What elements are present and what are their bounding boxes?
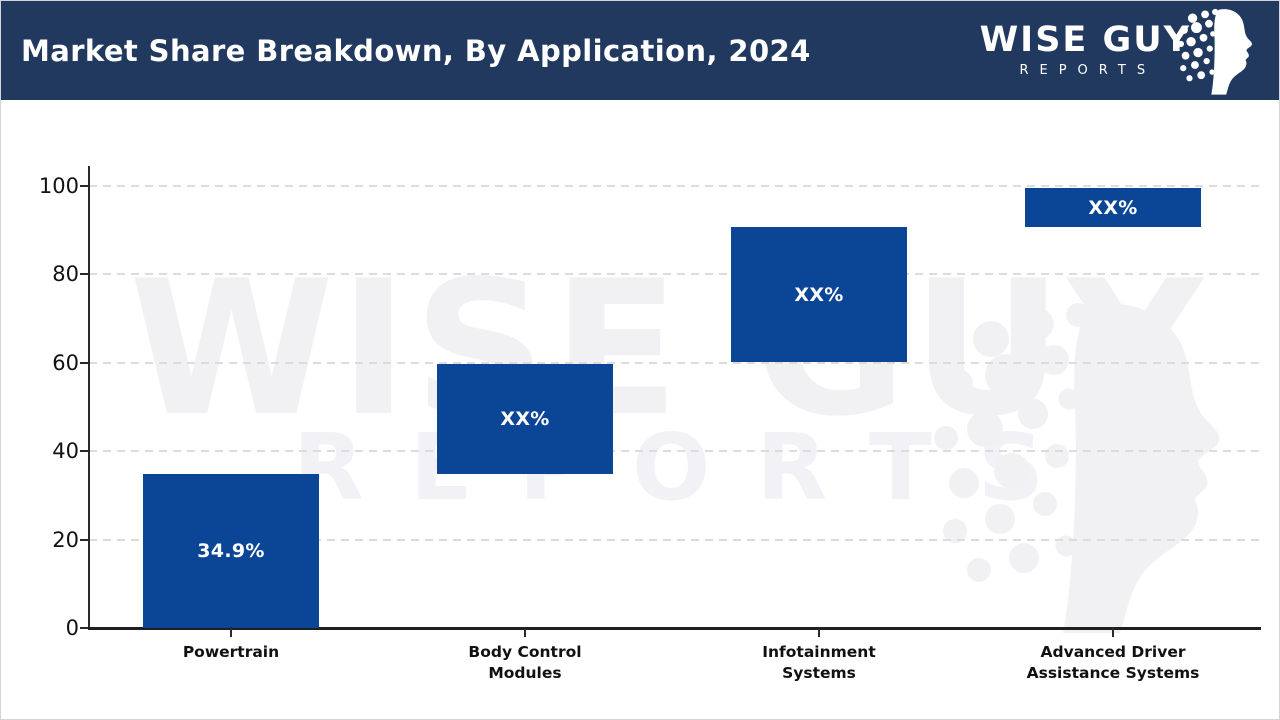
x-category-label-line: Assistance Systems [1026,664,1200,682]
x-axis-spine [88,627,1261,630]
bar-powertrain: 34.9% [143,473,319,628]
bar-value-label: XX% [794,283,844,306]
x-category-label-line: Body Control [468,643,582,661]
y-tick-mark [80,538,89,541]
x-tick-mark [1112,627,1114,637]
y-tick-label: 80 [52,262,79,286]
y-tick-mark [80,184,89,187]
bar-value-label: 34.9% [197,539,265,562]
y-tick-label: 20 [52,527,79,552]
x-category-label-line: Modules [488,664,562,682]
x-category-label-line: Systems [782,664,856,682]
y-tick-label: 0 [65,616,79,640]
y-tick-mark [80,273,89,275]
x-tick-mark [230,627,232,637]
logo-wordmark: WISE GUY [979,20,1191,60]
x-tick-mark [818,627,820,637]
logo-subtext: REPORTS [1019,63,1157,78]
x-tick-mark [524,627,526,637]
bar-advanced-driver-assistance-systems: XX% [1025,188,1201,228]
header-bar: Market Share Breakdown, By Application, … [1,1,1279,100]
gridline-80 [89,273,1261,275]
gridline-100 [89,184,1261,187]
x-category-label: Advanced Driver Assistance Systems [973,642,1253,684]
face-profile-icon [1177,7,1255,95]
y-tick-mark [80,450,89,452]
y-tick-mark [80,627,89,629]
page-title: Market Share Breakdown, By Application, … [21,33,811,68]
x-category-label-line: Infotainment [762,643,876,661]
logo-text: WISE GUY REPORTS [979,20,1191,79]
x-category-label: Infotainment Systems [679,642,959,684]
y-tick-label: 40 [52,439,79,463]
x-category-label: Powertrain [91,642,371,663]
x-category-label-line: Powertrain [182,643,280,661]
bar-infotainment-systems: XX% [731,227,907,363]
bar-value-label: XX% [500,407,550,430]
x-category-label-line: Advanced Driver [1040,643,1186,661]
bar-value-label: XX% [1088,196,1138,219]
y-tick-label: 100 [38,173,79,198]
y-tick-mark [80,361,89,364]
y-axis-spine [88,166,90,630]
bar-body-control-modules: XX% [437,364,613,474]
wise-guy-logo: WISE GUY REPORTS [980,7,1255,95]
gridline-40 [89,450,1261,452]
x-category-label: Body Control Modules [385,642,665,684]
gridline-20 [89,538,1261,541]
y-tick-label: 60 [52,350,79,375]
gridline-60 [89,361,1261,364]
